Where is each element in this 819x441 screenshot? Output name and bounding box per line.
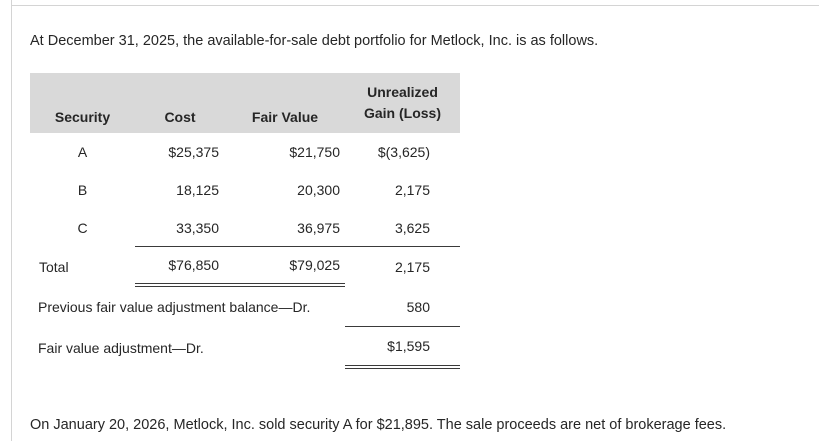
gain-header-line1: Unrealized — [367, 83, 438, 100]
fair-value-cell: $21,750 — [289, 144, 340, 160]
fair-value-cell: 36,975 — [225, 209, 345, 247]
total-cost: $76,850 — [135, 247, 225, 287]
adjustment-label: Fair value adjustment—Dr. — [38, 340, 204, 356]
gain-cell: 3,625 — [345, 209, 460, 247]
top-divider — [11, 5, 819, 6]
total-row: Total $76,850 $79,025 2,175 — [30, 247, 460, 287]
col-header-gain: Unrealized Gain (Loss) — [345, 73, 460, 133]
cost-cell: 33,350 — [135, 209, 225, 247]
cost-cell: 18,125 — [176, 182, 219, 198]
table-row-security-b: B 18,125 20,300 2,175 — [30, 171, 460, 209]
previous-balance-label: Previous fair value adjustment balance—D… — [38, 299, 311, 315]
gain-header-line2: Gain (Loss) — [363, 105, 441, 122]
left-divider — [11, 0, 12, 441]
security-cell: A — [77, 144, 88, 160]
total-fair-value: $79,025 — [225, 247, 345, 287]
cost-cell: $25,375 — [168, 144, 219, 160]
security-cell: B — [77, 182, 88, 198]
fair-value-adjustment-row: Fair value adjustment—Dr. $1,595 — [30, 327, 460, 369]
previous-balance-value: 580 — [345, 287, 460, 327]
security-cell: C — [77, 220, 88, 236]
table-header-row: Security Cost Fair Value Unrealized Gain… — [30, 73, 460, 133]
adjustment-value: $1,595 — [345, 327, 460, 369]
gain-cell: 2,175 — [394, 182, 430, 198]
intro-text: At December 31, 2025, the available-for-… — [30, 33, 599, 49]
col-header-cost: Cost — [164, 109, 196, 125]
total-label: Total — [39, 259, 69, 275]
table-row-security-c: C 33,350 36,975 3,625 — [30, 209, 460, 247]
footer-text: On January 20, 2026, Metlock, Inc. sold … — [30, 417, 727, 433]
col-header-fair-value: Fair Value — [251, 109, 319, 125]
fair-value-cell: 20,300 — [297, 182, 340, 198]
col-header-security: Security — [54, 109, 111, 125]
table-row-security-a: A $25,375 $21,750 $(3,625) — [30, 133, 460, 171]
portfolio-table: Security Cost Fair Value Unrealized Gain… — [30, 73, 460, 369]
total-gain: 2,175 — [394, 259, 430, 275]
previous-balance-row: Previous fair value adjustment balance—D… — [30, 287, 460, 327]
gain-cell: $(3,625) — [377, 144, 430, 160]
